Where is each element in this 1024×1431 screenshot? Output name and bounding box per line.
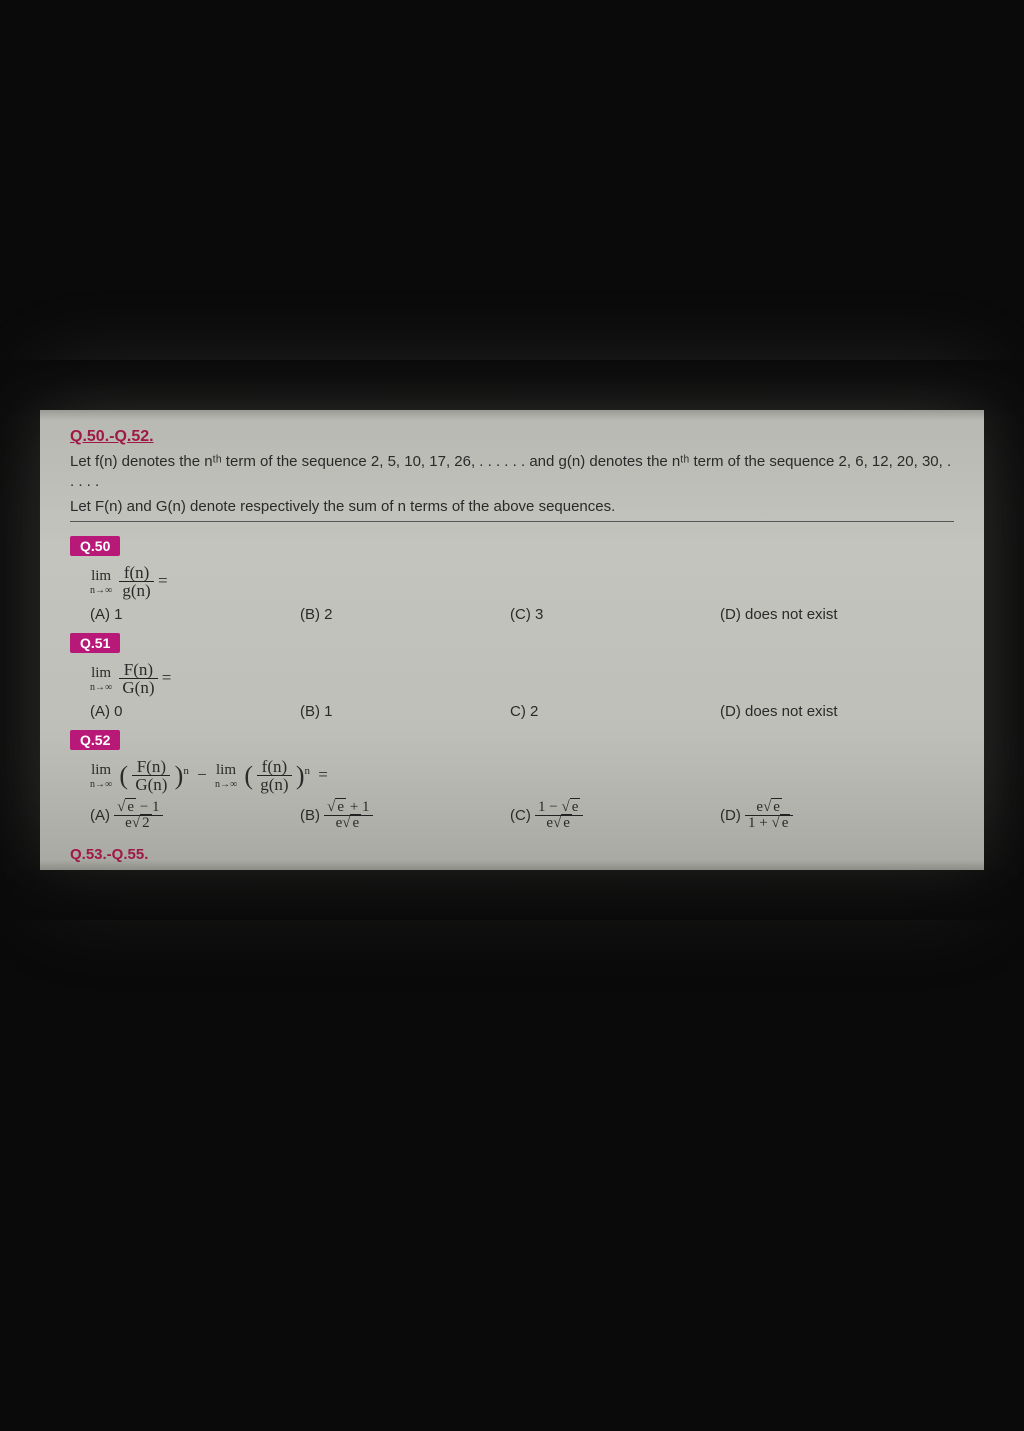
rparen-icon: ) xyxy=(175,761,184,790)
equals: = xyxy=(318,765,328,784)
divider-line xyxy=(70,521,954,522)
q52-frac1: F(n) G(n) xyxy=(132,758,170,794)
q50-option-D: (D) does not exist xyxy=(720,606,954,623)
q52-option-B: (B) √e + 1 e√e xyxy=(300,800,510,832)
q52-option-A: (A) √e − 1 e√2 xyxy=(90,800,300,832)
q50-fraction: f(n) g(n) xyxy=(119,564,153,600)
question-tag-50: Q.50 xyxy=(70,536,120,556)
limit-symbol: lim n→∞ xyxy=(90,762,112,790)
preamble-line-1: Let f(n) denotes the nᵗʰ term of the seq… xyxy=(70,452,954,493)
q51-options: (A) 0 (B) 1 C) 2 (D) does not exist xyxy=(90,703,954,720)
lparen-icon: ( xyxy=(119,761,128,790)
question-tag-51: Q.51 xyxy=(70,633,120,653)
q50-option-B: (B) 2 xyxy=(300,606,510,623)
minus: − xyxy=(197,765,207,784)
equals: = xyxy=(158,571,168,590)
q51-fraction: F(n) G(n) xyxy=(119,661,157,697)
q51-option-A: (A) 0 xyxy=(90,703,300,720)
rparen-icon: ) xyxy=(296,761,305,790)
q51-formula: lim n→∞ F(n) G(n) = xyxy=(90,661,954,697)
lparen-icon: ( xyxy=(244,761,253,790)
limit-symbol: lim n→∞ xyxy=(90,568,112,596)
section-range-bottom: Q.53.-Q.55. xyxy=(70,846,954,863)
equals: = xyxy=(162,668,172,687)
limit-symbol: lim n→∞ xyxy=(215,762,237,790)
worksheet-page: Q.50.-Q.52. Let f(n) denotes the nᵗʰ ter… xyxy=(40,410,984,870)
q51-option-C: C) 2 xyxy=(510,703,720,720)
q52-option-C: (C) 1 − √e e√e xyxy=(510,800,720,832)
q51-option-B: (B) 1 xyxy=(300,703,510,720)
preamble-line-2: Let F(n) and G(n) denote respectively th… xyxy=(70,497,954,517)
q50-options: (A) 1 (B) 2 (C) 3 (D) does not exist xyxy=(90,606,954,623)
q51-option-D: (D) does not exist xyxy=(720,703,954,720)
q52-option-D: (D) e√e 1 + √e xyxy=(720,800,954,832)
question-tag-52: Q.52 xyxy=(70,730,120,750)
section-range-label: Q.50.-Q.52. xyxy=(70,428,954,446)
q50-option-C: (C) 3 xyxy=(510,606,720,623)
q50-option-A: (A) 1 xyxy=(90,606,300,623)
q50-formula: lim n→∞ f(n) g(n) = xyxy=(90,564,954,600)
limit-symbol: lim n→∞ xyxy=(90,665,112,693)
q52-frac2: f(n) g(n) xyxy=(257,758,291,794)
exponent: n xyxy=(305,766,311,776)
exponent: n xyxy=(183,766,189,776)
q52-options: (A) √e − 1 e√2 (B) √e + 1 e√e (C) 1 − √e… xyxy=(90,800,954,832)
q52-formula: lim n→∞ ( F(n) G(n) )n − lim n→∞ ( f(n) … xyxy=(90,758,954,794)
